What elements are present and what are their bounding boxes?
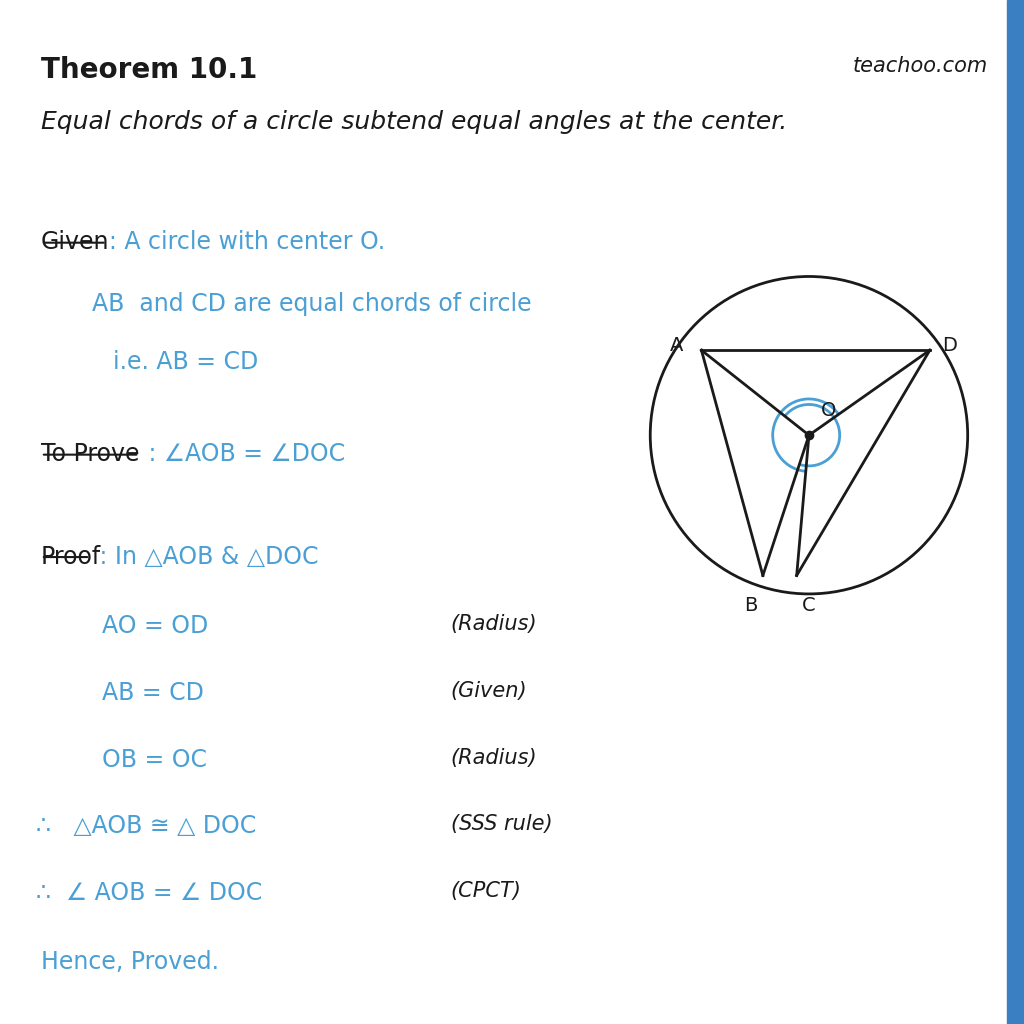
Text: Hence, Proved.: Hence, Proved. [41, 950, 219, 974]
Text: Given: Given [41, 230, 110, 254]
Text: (SSS rule): (SSS rule) [451, 814, 552, 835]
Text: (Radius): (Radius) [451, 748, 538, 768]
Text: AB = CD: AB = CD [102, 681, 204, 705]
Text: Equal chords of a circle subtend equal angles at the center.: Equal chords of a circle subtend equal a… [41, 110, 787, 133]
Text: Proof: Proof [41, 545, 101, 568]
Text: To Prove: To Prove [41, 442, 139, 466]
Text: O: O [821, 401, 837, 420]
Text: (Given): (Given) [451, 681, 527, 701]
Text: D: D [942, 336, 957, 354]
Text: ∴   △AOB ≅ △ DOC: ∴ △AOB ≅ △ DOC [36, 814, 256, 838]
Text: : In △AOB & △DOC: : In △AOB & △DOC [92, 545, 318, 568]
Text: OB = OC: OB = OC [102, 748, 208, 771]
Text: ∴  ∠ AOB = ∠ DOC: ∴ ∠ AOB = ∠ DOC [36, 881, 262, 904]
Text: A: A [670, 336, 683, 354]
Text: Theorem 10.1: Theorem 10.1 [41, 56, 257, 84]
Bar [1007, 0, 1024, 1024]
Text: B: B [743, 596, 758, 615]
Text: : A circle with center O.: : A circle with center O. [109, 230, 385, 254]
Text: (Radius): (Radius) [451, 614, 538, 635]
Text: i.e. AB = CD: i.e. AB = CD [113, 350, 258, 374]
Text: AO = OD: AO = OD [102, 614, 209, 638]
Text: C: C [802, 596, 816, 615]
Text: : ∠AOB = ∠DOC: : ∠AOB = ∠DOC [141, 442, 345, 466]
Text: (CPCT): (CPCT) [451, 881, 521, 901]
Text: AB  and CD are equal chords of circle: AB and CD are equal chords of circle [92, 292, 531, 315]
Text: teachoo.com: teachoo.com [853, 56, 988, 77]
